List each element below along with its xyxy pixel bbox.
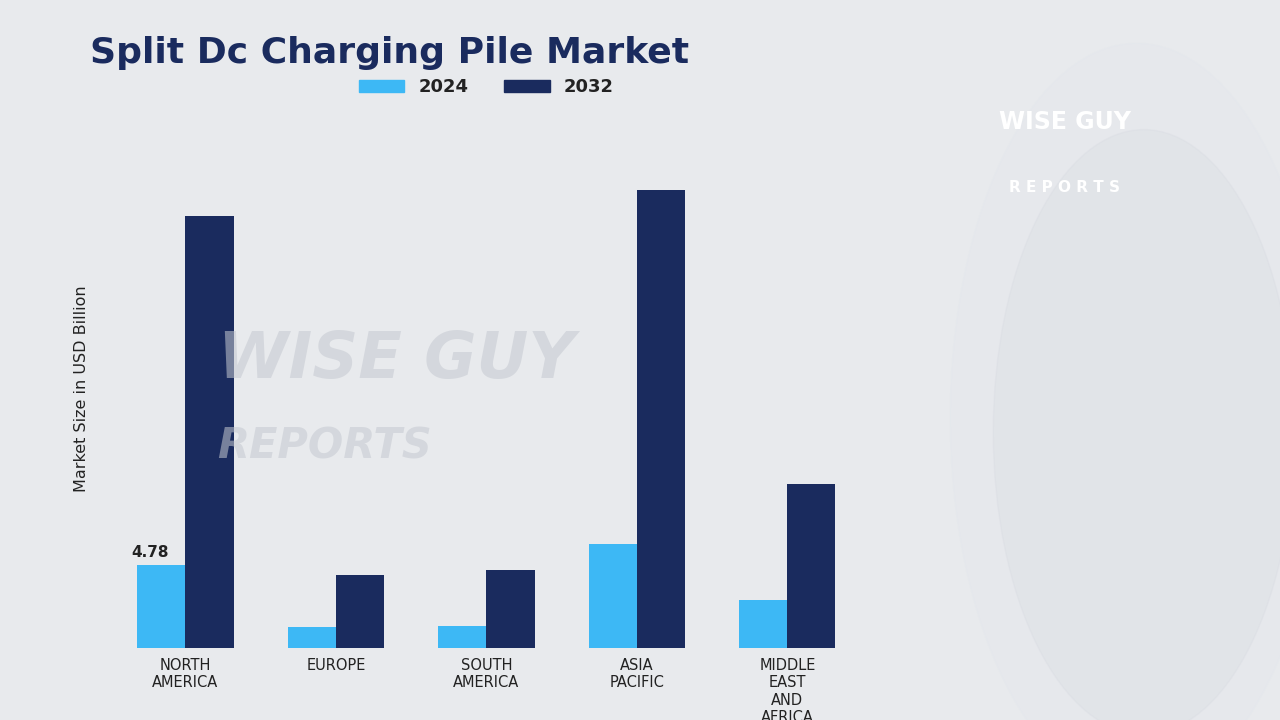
Text: Split Dc Charging Pile Market: Split Dc Charging Pile Market <box>90 36 689 70</box>
Bar <box>739 600 787 648</box>
Bar <box>486 570 535 648</box>
Text: 4.78: 4.78 <box>132 545 169 560</box>
Bar <box>438 626 486 648</box>
Bar <box>137 565 186 648</box>
Circle shape <box>993 130 1280 720</box>
Bar <box>186 216 234 648</box>
Circle shape <box>950 43 1280 720</box>
Text: WISE GUY: WISE GUY <box>218 329 575 391</box>
Legend: 2024, 2032: 2024, 2032 <box>352 71 621 104</box>
Y-axis label: Market Size in USD Billion: Market Size in USD Billion <box>73 286 88 492</box>
Text: REPORTS: REPORTS <box>218 426 433 467</box>
Bar <box>335 575 384 648</box>
Bar <box>637 190 685 648</box>
Text: R E P O R T S: R E P O R T S <box>1010 180 1120 194</box>
Text: WISE GUY: WISE GUY <box>998 110 1132 135</box>
Bar <box>288 627 335 648</box>
Bar <box>787 484 836 648</box>
Bar <box>589 544 637 648</box>
